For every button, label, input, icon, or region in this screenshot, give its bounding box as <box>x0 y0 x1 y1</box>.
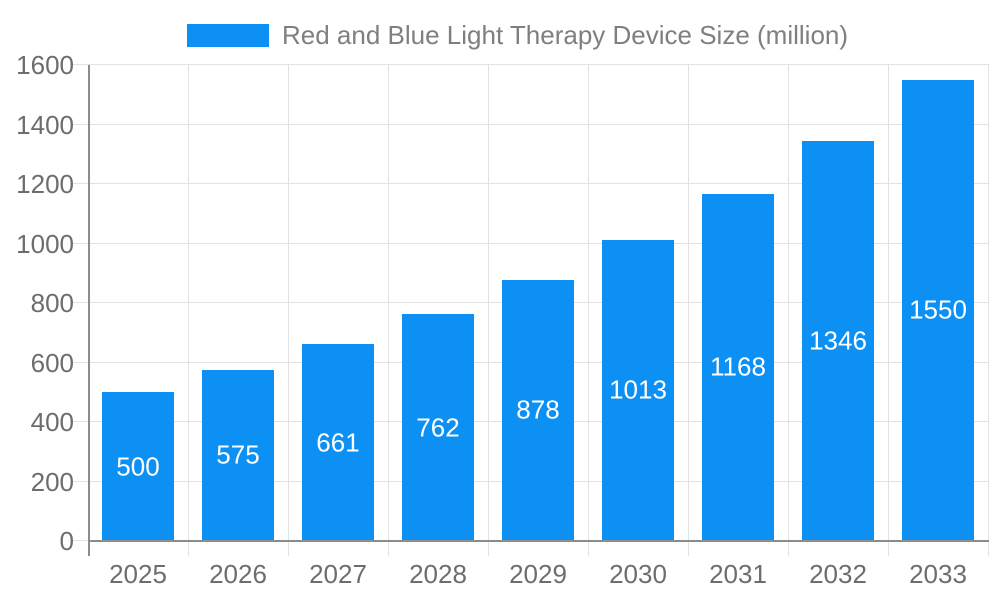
x-tick-label: 2030 <box>609 559 667 589</box>
x-tick-label: 2028 <box>409 559 467 589</box>
y-axis-tick <box>72 64 88 65</box>
v-gridline <box>188 65 189 556</box>
bar[interactable]: 1346 <box>802 140 874 541</box>
x-axis <box>88 540 989 542</box>
y-axis-tick <box>72 540 88 541</box>
bar-value-label: 1550 <box>909 294 967 325</box>
y-axis-tick <box>72 242 88 244</box>
x-tick-label: 2026 <box>209 559 267 589</box>
bar-value-label: 1168 <box>710 351 766 382</box>
x-tick-label: 2029 <box>509 559 567 589</box>
h-gridline <box>88 64 989 65</box>
y-axis-tick <box>72 183 88 184</box>
h-gridline <box>88 242 989 244</box>
bar[interactable]: 762 <box>402 314 474 541</box>
v-gridline <box>488 65 489 556</box>
y-tick-label: 1600 <box>16 50 74 80</box>
bar-value-label: 878 <box>516 394 560 425</box>
y-tick-label: 400 <box>30 407 74 437</box>
v-gridline <box>788 65 789 556</box>
legend-label: Red and Blue Light Therapy Device Size (… <box>282 20 849 50</box>
plot-area: 0 200 400 600 800 1000 1200 1400 1600 2025 500 2026… <box>16 50 989 589</box>
bar-value-label: 1346 <box>809 325 867 356</box>
y-axis-tick <box>72 421 88 422</box>
x-tick-label: 2032 <box>809 559 867 589</box>
y-tick-label: 1200 <box>16 169 74 199</box>
legend-swatch <box>187 24 269 47</box>
bar-value-label: 1013 <box>609 374 667 405</box>
v-gridline <box>288 65 289 556</box>
y-tick-label: 800 <box>30 288 74 318</box>
legend[interactable]: Red and Blue Light Therapy Device Size (… <box>187 20 848 51</box>
y-tick-label: 0 <box>59 526 74 556</box>
x-tick-label: 2025 <box>109 559 167 589</box>
y-axis-tick <box>72 302 88 303</box>
y-tick-label: 1000 <box>16 228 74 259</box>
bar-value-label: 762 <box>416 412 460 443</box>
y-axis-tick <box>72 123 88 125</box>
h-gridline <box>88 183 989 184</box>
x-tick-label: 2031 <box>709 559 767 589</box>
bar-value-label: 575 <box>216 439 260 470</box>
y-axis-tick <box>72 361 88 363</box>
bar[interactable]: 878 <box>502 279 574 541</box>
bar[interactable]: 661 <box>302 344 374 541</box>
y-tick-label: 200 <box>30 466 74 497</box>
y-axis-tick <box>72 480 88 482</box>
bar[interactable]: 1013 <box>602 239 674 541</box>
v-gridline <box>588 65 589 556</box>
y-axis <box>88 65 90 556</box>
bar[interactable]: 500 <box>102 392 174 541</box>
v-gridline <box>388 65 389 556</box>
y-tick-label: 1400 <box>16 109 74 140</box>
bar-value-label: 500 <box>116 451 160 482</box>
bar-value-label: 661 <box>316 427 360 458</box>
x-tick-label: 2027 <box>309 559 367 589</box>
x-tick-label: 2033 <box>909 559 967 589</box>
v-gridline <box>888 65 889 556</box>
h-gridline <box>88 123 989 125</box>
bar[interactable]: 1550 <box>902 79 974 541</box>
bar[interactable]: 575 <box>202 369 274 541</box>
plot-right-border <box>988 65 989 556</box>
v-gridline <box>688 65 689 556</box>
y-tick-label: 600 <box>30 347 74 378</box>
bar[interactable]: 1168 <box>702 193 774 541</box>
